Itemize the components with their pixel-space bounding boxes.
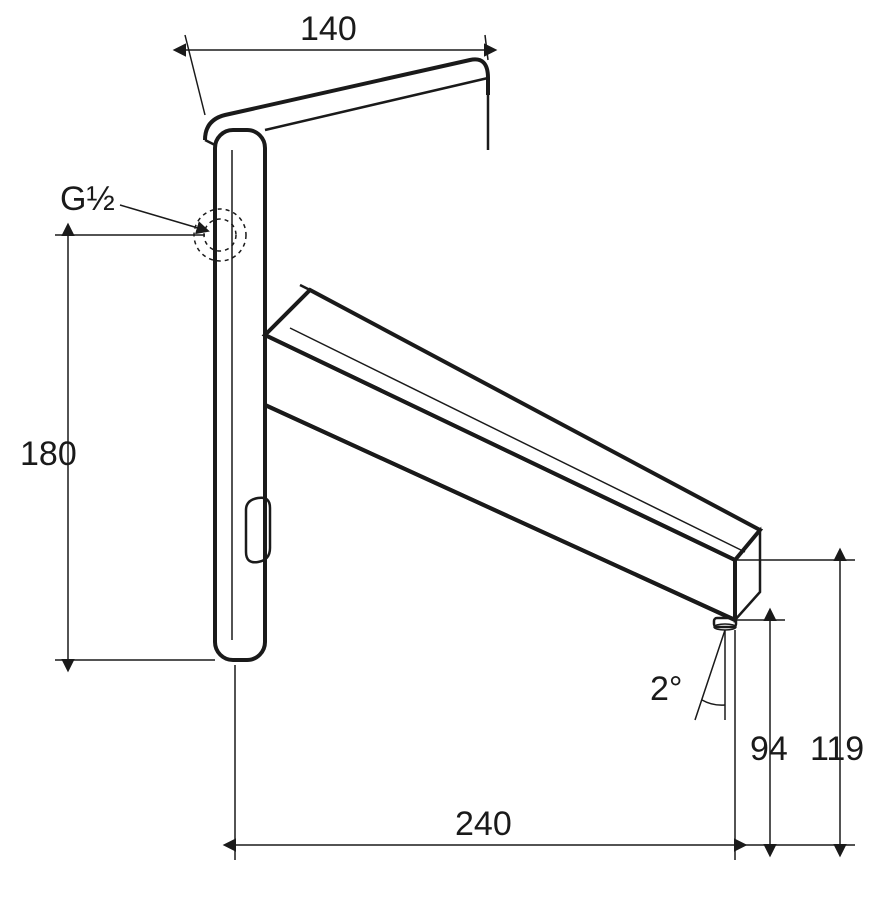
dim-left-180: 180 bbox=[20, 235, 215, 660]
dim-bottom-label: 240 bbox=[455, 805, 512, 843]
dim-94-label: 94 bbox=[750, 730, 788, 768]
technical-drawing: 140 180 G½ 240 94 119 2° bbox=[0, 0, 880, 920]
backplate-rear bbox=[205, 59, 488, 150]
dim-thread-label: G½ bbox=[60, 180, 115, 218]
dim-bottom-240: 240 bbox=[235, 630, 735, 860]
dim-top-label: 140 bbox=[300, 10, 357, 48]
dim-angle-2deg: 2° bbox=[650, 630, 725, 720]
dim-right-94: 94 bbox=[735, 620, 788, 845]
backplate-front bbox=[215, 130, 265, 660]
dim-top-140: 140 bbox=[185, 10, 488, 115]
dim-thread: G½ bbox=[60, 180, 198, 228]
dim-left-label: 180 bbox=[20, 435, 77, 473]
spout bbox=[265, 285, 760, 620]
dim-angle-label: 2° bbox=[650, 670, 683, 708]
dim-right-119: 119 bbox=[735, 560, 864, 845]
dim-119-label: 119 bbox=[810, 730, 864, 768]
